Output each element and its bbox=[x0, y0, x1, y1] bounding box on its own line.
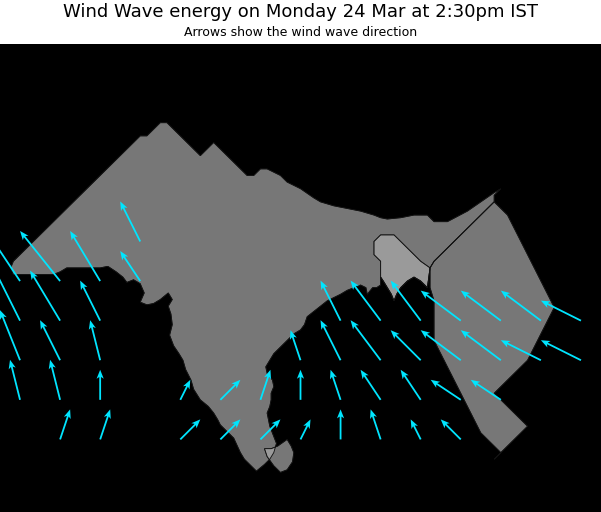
Polygon shape bbox=[430, 202, 554, 459]
Text: Arrows show the wind wave direction: Arrows show the wind wave direction bbox=[184, 26, 417, 39]
Polygon shape bbox=[264, 439, 294, 473]
Polygon shape bbox=[11, 123, 501, 471]
Polygon shape bbox=[0, 44, 601, 512]
Text: Wind Wave energy on Monday 24 Mar at 2:30pm IST: Wind Wave energy on Monday 24 Mar at 2:3… bbox=[63, 3, 538, 21]
Polygon shape bbox=[374, 235, 430, 301]
